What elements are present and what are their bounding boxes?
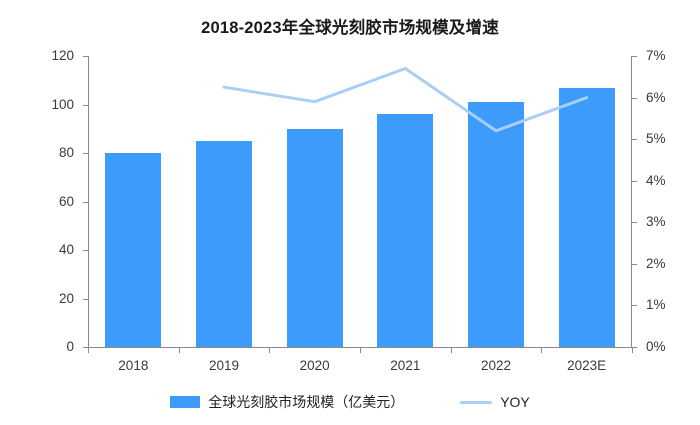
- chart-legend: 全球光刻胶市场规模（亿美元） YOY: [0, 392, 700, 412]
- legend-item-yoy[interactable]: YOY: [460, 394, 530, 410]
- y-axis-right-tick: [632, 56, 637, 57]
- chart-title: 2018-2023年全球光刻胶市场规模及增速: [201, 19, 499, 37]
- x-axis-tick: [541, 348, 542, 353]
- x-axis-tick: [632, 348, 633, 353]
- y-axis-left-tick-label: 100: [51, 96, 74, 112]
- y-axis-right-tick: [632, 222, 637, 224]
- y-axis-right-tick-label: 0%: [646, 339, 666, 354]
- legend-bar-label: 全球光刻胶市场规模（亿美元）: [208, 394, 405, 410]
- y-axis-right-tick: [632, 263, 637, 265]
- x-axis-tick: [88, 348, 89, 353]
- x-axis-tick-label: 2021: [390, 358, 421, 373]
- bar[interactable]: [558, 87, 615, 347]
- x-axis-line: [88, 347, 632, 348]
- y-axis-left-line: [88, 56, 89, 347]
- y-axis-left-tick: [83, 201, 88, 203]
- y-axis-left-tick-label: 80: [58, 145, 74, 160]
- y-axis-right-tick-label: 1%: [646, 297, 666, 313]
- y-axis-left-tick: [83, 298, 88, 300]
- y-axis-right-tick: [632, 139, 637, 141]
- x-axis-tick-label: 2019: [208, 358, 239, 373]
- y-axis-left-tick: [83, 56, 88, 57]
- y-axis-left-tick-label: 120: [51, 48, 74, 63]
- line-series-yoy: [222, 67, 589, 133]
- bar[interactable]: [468, 102, 524, 347]
- x-axis-tick-label: 2023E: [567, 358, 607, 373]
- x-axis-tick: [451, 348, 452, 353]
- y-axis-right-tick: [632, 97, 637, 99]
- y-axis-right-tick: [632, 305, 637, 307]
- x-axis-tick: [360, 348, 361, 353]
- x-axis-tick: [179, 348, 180, 353]
- y-axis-right-tick-label: 6%: [646, 89, 666, 105]
- y-axis-right-tick-label: 2%: [646, 255, 666, 271]
- y-axis-right-tick-label: 4%: [646, 172, 666, 188]
- y-axis-right-tick: [632, 347, 637, 348]
- x-axis-tick-label: 2020: [299, 358, 330, 373]
- bar[interactable]: [286, 128, 343, 347]
- y-axis-left-tick: [83, 153, 88, 154]
- y-axis-left-tick-label: 20: [58, 290, 74, 306]
- y-axis-left-tick-label: 0: [66, 339, 74, 354]
- y-axis-right-tick-label: 7%: [646, 48, 666, 63]
- y-axis-right-tick-label: 3%: [646, 214, 666, 230]
- y-axis-right-tick-label: 5%: [646, 131, 666, 147]
- y-axis-left-tick-label: 40: [58, 242, 74, 257]
- y-axis-left-tick-label: 60: [58, 193, 74, 209]
- y-axis-left-tick: [83, 347, 88, 348]
- legend-bar-swatch-icon: [170, 396, 201, 408]
- x-axis-tick: [269, 348, 270, 353]
- bar[interactable]: [377, 114, 434, 347]
- plot-area: [83, 56, 637, 353]
- y-axis-right-line: [631, 56, 632, 347]
- x-axis-tick-label: 2018: [118, 358, 149, 373]
- x-axis-tick-label: 2022: [480, 358, 511, 373]
- legend-line-label: YOY: [500, 394, 530, 410]
- bar[interactable]: [196, 140, 252, 347]
- legend-item-market-size[interactable]: 全球光刻胶市场规模（亿美元）: [170, 392, 404, 412]
- y-axis-left-tick: [83, 104, 88, 106]
- legend-line-swatch-icon: [460, 400, 493, 404]
- y-axis-right-tick: [632, 180, 637, 182]
- bar[interactable]: [105, 153, 162, 347]
- y-axis-left-tick: [83, 250, 88, 251]
